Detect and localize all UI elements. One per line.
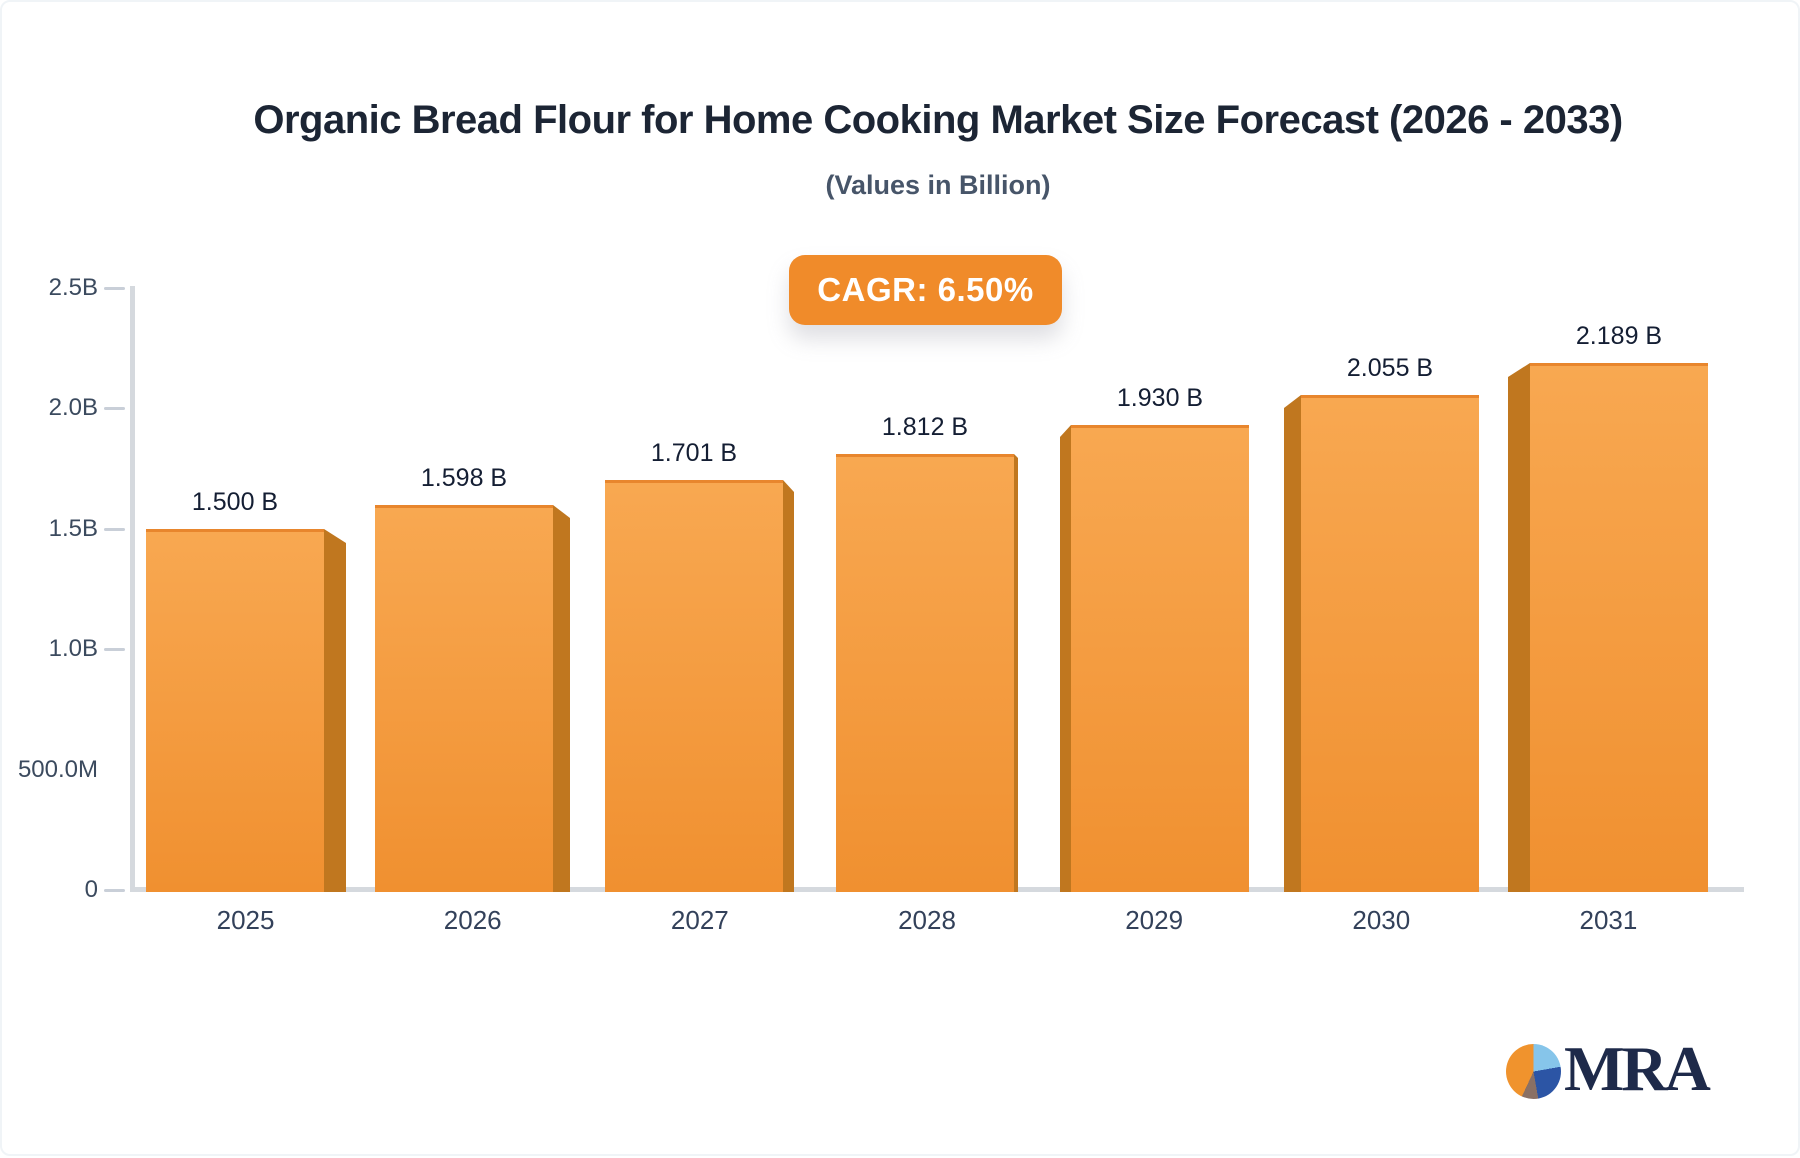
x-tick-label-2026: 2026 [443,905,502,935]
bar-side [324,529,346,892]
y-tick-dash [104,527,125,531]
bar-value-label: 2.055 B [1346,354,1434,382]
logo-pie-icon [1506,1044,1561,1099]
bar-side [783,480,794,892]
x-tick-label-2031: 2031 [1579,905,1638,935]
bar-2029[interactable] [1071,425,1249,892]
bar-value-label: 1.500 B [191,488,279,516]
brand-logo: MRA [1506,1033,1746,1108]
bar-value-label: 1.598 B [420,464,508,492]
bar-2025[interactable] [146,529,324,892]
cagr-badge: CAGR: 6.50% [789,255,1062,325]
bar-side [1014,454,1018,892]
bar-value-label: 2.189 B [1575,322,1663,350]
bar-value-label: 1.701 B [650,439,738,467]
y-tick-dash [104,648,125,652]
bar-value-label: 1.812 B [881,413,969,441]
bar-side [1060,425,1071,892]
bar-2027[interactable] [605,480,783,892]
y-axis-line [130,286,135,892]
x-tick-label-2028: 2028 [898,905,956,935]
y-tick-label: 2.0B [48,394,98,422]
bar-2028[interactable] [836,454,1014,892]
y-tick-dash [104,889,125,892]
bar-side [1284,395,1301,892]
y-tick-label: 1.5B [48,514,98,542]
bar-2031[interactable] [1530,363,1708,892]
y-tick-label: 500.0M [17,755,98,783]
bar-value-label: 1.930 B [1116,384,1204,412]
chart-subtitle: (Values in Billion) [825,170,1051,200]
bar-side [1508,363,1530,892]
bar-2030[interactable] [1301,395,1479,892]
x-tick-label-2027: 2027 [670,905,729,935]
y-tick-label: 1.0B [48,635,98,663]
bar-2026[interactable] [375,505,553,892]
logo-text: MRA [1564,1033,1711,1104]
bar-side [553,505,570,892]
y-tick-label: 0 [84,876,98,903]
x-tick-label-2029: 2029 [1125,905,1184,935]
y-tick-dash [104,407,125,411]
y-tick-label: 2.5B [48,274,98,301]
y-tick-dash [104,287,125,290]
chart-title: Organic Bread Flour for Home Cooking Mar… [253,98,1623,142]
cagr-badge-label: CAGR: 6.50% [817,271,1034,308]
x-tick-label-2030: 2030 [1352,905,1411,935]
x-tick-label-2025: 2025 [216,905,275,935]
